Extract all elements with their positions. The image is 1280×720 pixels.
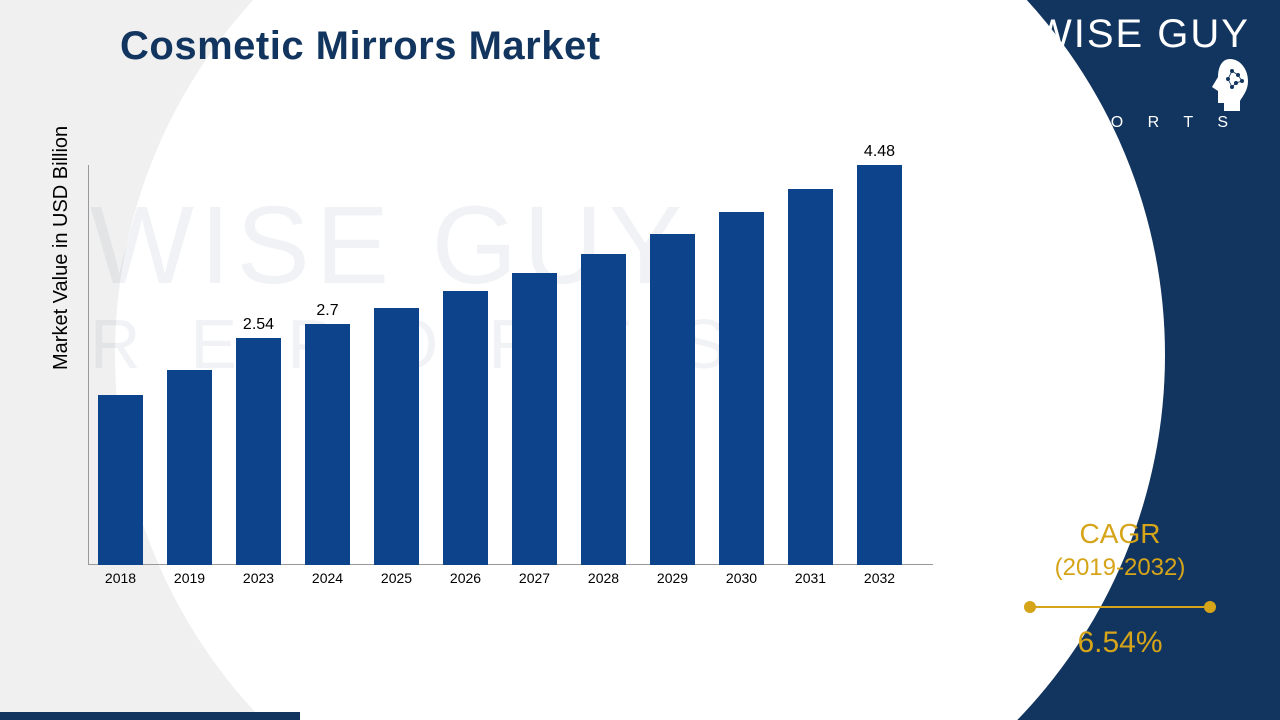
cagr-panel: CAGR (2019-2032) 6.54%	[1010, 518, 1230, 660]
x-tick-label: 2023	[243, 570, 274, 586]
bar	[788, 189, 833, 565]
stage: WISE GUY REPORTS Cosmetic Mirrors Market…	[0, 0, 1280, 720]
x-tick-label: 2018	[105, 570, 136, 586]
bar	[98, 395, 143, 565]
logo: WISE GUY R E P O R T S	[990, 12, 1250, 132]
x-tick-label: 2024	[312, 570, 343, 586]
bar	[719, 212, 764, 565]
logo-text: WISE GUY	[1034, 12, 1250, 57]
bar: 4.48	[857, 165, 902, 565]
bar-value-label: 2.54	[243, 316, 274, 334]
bar-value-label: 4.48	[864, 143, 895, 161]
bar	[512, 273, 557, 565]
bar-value-label: 2.7	[316, 302, 338, 320]
y-axis-label: Market Value in USD Billion	[50, 126, 73, 370]
cagr-range: (2019-2032)	[1010, 554, 1230, 582]
bar: 2.54	[236, 338, 281, 565]
x-tick-label: 2025	[381, 570, 412, 586]
bar	[374, 308, 419, 565]
x-tick-label: 2027	[519, 570, 550, 586]
x-tick-label: 2031	[795, 570, 826, 586]
x-tick-label: 2028	[588, 570, 619, 586]
x-tick-label: 2026	[450, 570, 481, 586]
x-tick-label: 2032	[864, 570, 895, 586]
page-title: Cosmetic Mirrors Market	[120, 24, 601, 69]
cagr-label: CAGR	[1010, 518, 1230, 550]
bar-chart: 2.54 2.7 4.48	[88, 165, 933, 565]
y-axis-line	[88, 165, 89, 565]
bar	[167, 370, 212, 565]
x-tick-label: 2029	[657, 570, 688, 586]
bar	[443, 291, 488, 565]
cagr-divider	[1030, 606, 1210, 608]
cagr-value: 6.54%	[1010, 626, 1230, 660]
x-tick-label: 2019	[174, 570, 205, 586]
bottom-accent-bar	[0, 712, 300, 720]
bar	[581, 254, 626, 565]
bar: 2.7	[305, 324, 350, 565]
x-tick-label: 2030	[726, 570, 757, 586]
brain-head-icon	[1206, 57, 1250, 118]
logo-subtext: R E P O R T S	[990, 114, 1250, 132]
x-axis-labels: 2018 2019 2023 2024 2025 2026 2027 2028 2029 2030…	[88, 570, 933, 590]
bar	[650, 234, 695, 565]
